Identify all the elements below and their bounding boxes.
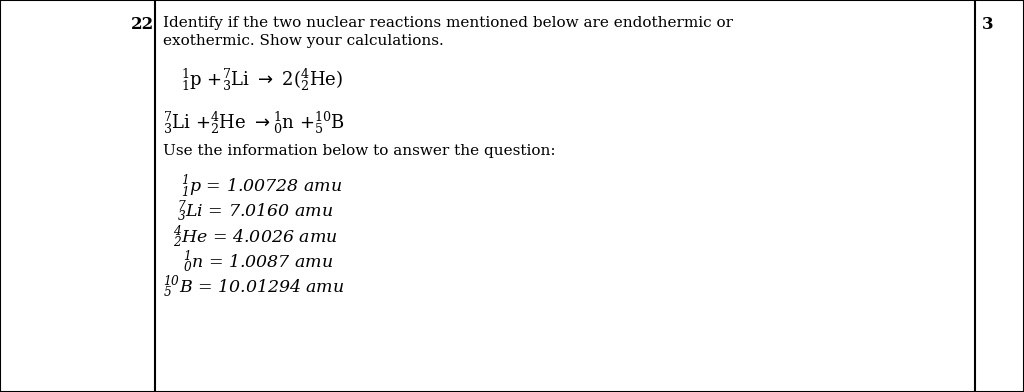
Text: 3: 3 <box>982 16 994 33</box>
Text: $\mathregular{^{7}_{3}}$Li $+\mathregular{^{4}_{2}}$He $\rightarrow\mathregular{: $\mathregular{^{7}_{3}}$Li $+\mathregula… <box>163 110 345 136</box>
Text: $\mathregular{^{1}_{1}}$p = 1.00728 amu: $\mathregular{^{1}_{1}}$p = 1.00728 amu <box>181 174 342 200</box>
Text: exothermic. Show your calculations.: exothermic. Show your calculations. <box>163 34 443 48</box>
Text: $\mathregular{^{4}_{2}}$He = 4.0026 amu: $\mathregular{^{4}_{2}}$He = 4.0026 amu <box>173 224 338 250</box>
Text: Identify if the two nuclear reactions mentioned below are endothermic or: Identify if the two nuclear reactions me… <box>163 16 733 30</box>
Text: Use the information below to answer the question:: Use the information below to answer the … <box>163 144 556 158</box>
Text: $\mathregular{^{1}_{1}}$p $+\mathregular{^{7}_{3}}$Li $\rightarrow$ 2($\mathregu: $\mathregular{^{1}_{1}}$p $+\mathregular… <box>181 67 343 93</box>
Text: $\mathregular{^{1}_{0}}$n = 1.0087 amu: $\mathregular{^{1}_{0}}$n = 1.0087 amu <box>183 249 333 275</box>
Text: $\mathregular{^{7}_{3}}$Li = 7.0160 amu: $\mathregular{^{7}_{3}}$Li = 7.0160 amu <box>177 199 333 225</box>
Text: $\mathregular{^{10}_{5}}$B = 10.01294 amu: $\mathregular{^{10}_{5}}$B = 10.01294 am… <box>163 274 344 300</box>
Text: 22: 22 <box>130 16 154 33</box>
